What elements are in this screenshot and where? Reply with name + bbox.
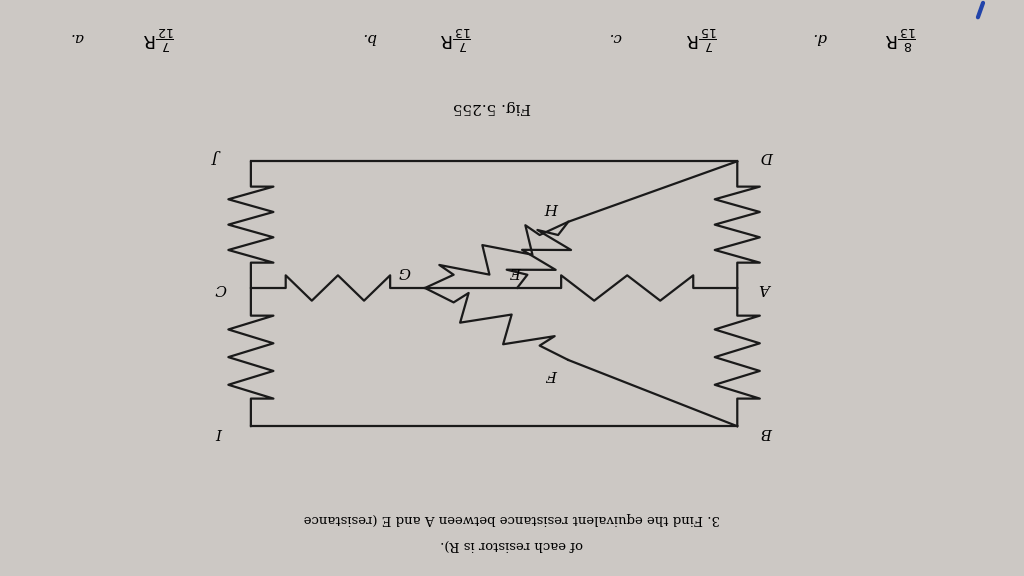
Text: $\frac{8}{13}$R: $\frac{8}{13}$R [885,24,918,51]
Text: of each resistor is R).: of each resistor is R). [440,538,584,551]
Text: 3. Find the equivalent resistance between A and E (resistance: 3. Find the equivalent resistance betwee… [304,512,720,525]
Text: A: A [763,281,773,295]
Text: J: J [217,149,223,162]
Text: $\frac{7}{13}$R: $\frac{7}{13}$R [439,24,472,51]
Text: H: H [547,200,559,214]
Text: $\frac{7}{12}$R: $\frac{7}{12}$R [142,24,175,51]
Text: a.: a. [70,31,84,44]
Text: E: E [512,264,522,278]
Text: C: C [214,281,226,295]
Text: G: G [398,264,411,278]
Text: d.: d. [812,31,826,44]
Text: F: F [548,367,558,381]
Text: I: I [217,425,223,439]
Text: b.: b. [361,31,376,44]
Text: $\frac{7}{15}$R: $\frac{7}{15}$R [685,24,718,51]
Text: Fig. 5.255: Fig. 5.255 [453,100,530,113]
Text: c.: c. [607,31,622,44]
Text: B: B [763,425,773,439]
Text: D: D [762,149,774,162]
